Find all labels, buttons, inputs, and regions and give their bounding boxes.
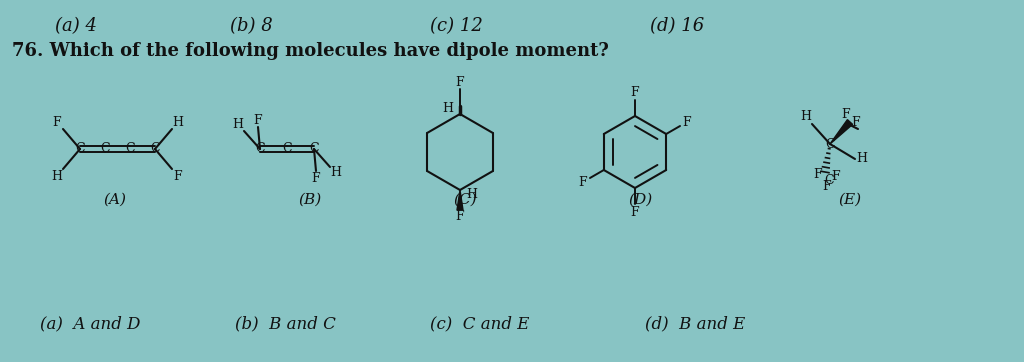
Text: H: H	[467, 189, 477, 202]
Text: F: F	[174, 169, 182, 182]
Text: 76. Which of the following molecules have dipole moment?: 76. Which of the following molecules hav…	[12, 42, 608, 60]
Text: F: F	[311, 172, 321, 185]
Text: F: F	[456, 210, 464, 223]
Text: (c) 12: (c) 12	[430, 17, 483, 35]
Text: F: F	[822, 181, 831, 194]
Text: F: F	[814, 168, 822, 181]
Text: C: C	[151, 143, 160, 156]
Text: (c)  C and E: (c) C and E	[430, 315, 529, 332]
Text: (D): (D)	[628, 193, 652, 207]
Text: H: H	[232, 118, 244, 131]
Text: (b)  B and C: (b) B and C	[234, 315, 336, 332]
Text: C: C	[255, 143, 265, 156]
Text: F: F	[52, 115, 61, 129]
Text: (E): (E)	[839, 193, 861, 207]
Text: H: H	[172, 115, 183, 129]
Text: C: C	[825, 138, 835, 151]
Polygon shape	[457, 190, 463, 210]
Text: H: H	[442, 102, 454, 115]
Text: H: H	[331, 167, 341, 180]
Text: C: C	[309, 143, 318, 156]
Text: H: H	[51, 169, 62, 182]
Text: (b) 8: (b) 8	[230, 17, 272, 35]
Text: C: C	[125, 143, 135, 156]
Text: F: F	[631, 206, 639, 219]
Text: (A): (A)	[103, 193, 127, 207]
Polygon shape	[830, 120, 853, 144]
Text: F: F	[831, 171, 841, 184]
Text: F: F	[456, 76, 464, 88]
Text: (a) 4: (a) 4	[55, 17, 97, 35]
Text: C: C	[100, 143, 110, 156]
Text: (a)  A and D: (a) A and D	[40, 315, 140, 332]
Text: (B): (B)	[298, 193, 322, 207]
Text: F: F	[631, 85, 639, 98]
Text: H: H	[856, 152, 867, 165]
Text: F: F	[579, 176, 588, 189]
Text: (C): (C)	[454, 193, 477, 207]
Text: C: C	[283, 143, 292, 156]
Text: C: C	[824, 173, 834, 186]
Text: F: F	[683, 115, 691, 129]
Text: H: H	[801, 110, 811, 123]
Text: F: F	[842, 108, 850, 121]
Text: F: F	[852, 115, 860, 129]
Text: F: F	[254, 114, 262, 126]
Text: (d)  B and E: (d) B and E	[645, 315, 745, 332]
Text: C: C	[75, 143, 85, 156]
Text: (d) 16: (d) 16	[650, 17, 705, 35]
